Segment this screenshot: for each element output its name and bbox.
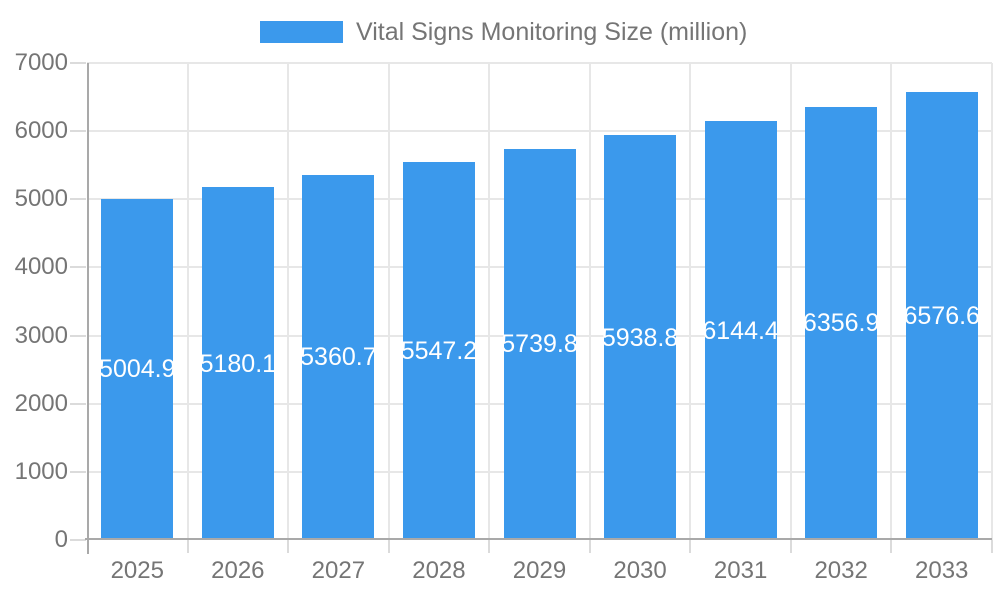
- vertical-gridline: [689, 63, 692, 540]
- horizontal-gridline: [87, 62, 992, 64]
- x-axis-label-2033: 2033: [915, 557, 969, 584]
- bar-2030[interactable]: [604, 135, 677, 540]
- vertical-gridline: [488, 63, 491, 540]
- bar-2025[interactable]: [101, 198, 174, 540]
- y-axis-tick: [70, 130, 86, 133]
- bar-2031[interactable]: [704, 121, 777, 540]
- chart-legend[interactable]: Vital Signs Monitoring Size (million): [260, 17, 747, 47]
- x-axis-label-2025: 2025: [110, 557, 164, 584]
- y-axis-tick: [70, 266, 86, 269]
- bar-value-label-2026: 5180.1: [199, 349, 277, 378]
- vertical-gridline: [387, 63, 390, 540]
- x-axis-label-2031: 2031: [713, 557, 768, 584]
- bar-2033[interactable]: [905, 91, 978, 540]
- x-axis-tick: [387, 540, 390, 553]
- y-axis-tick-label: 5000: [14, 185, 68, 213]
- x-axis-label-2030: 2030: [613, 557, 667, 584]
- horizontal-gridline: [87, 130, 992, 133]
- bar-value-label-2027: 5360.7: [300, 343, 377, 372]
- vertical-gridline: [789, 63, 792, 540]
- y-axis-tick-label: 7000: [14, 49, 68, 76]
- bar-value-label-2032: 6356.9: [802, 309, 880, 338]
- x-axis-tick: [287, 540, 290, 553]
- x-axis-line: [85, 538, 992, 540]
- vertical-gridline: [186, 63, 189, 540]
- y-axis-tick: [70, 539, 86, 541]
- bar-2026[interactable]: [201, 187, 274, 540]
- bar-2029[interactable]: [503, 148, 576, 540]
- bar-value-label-2033: 6576.6: [903, 301, 980, 330]
- y-axis-tick-label: 6000: [14, 117, 68, 145]
- vertical-gridline: [890, 63, 893, 540]
- x-axis-tick: [789, 540, 792, 553]
- bar-value-label-2031: 6144.4: [702, 316, 779, 345]
- x-axis-tick: [488, 540, 491, 553]
- x-axis-tick: [588, 540, 591, 553]
- x-axis-label-2028: 2028: [412, 557, 466, 584]
- legend-label: Vital Signs Monitoring Size (million): [356, 17, 748, 46]
- y-axis-tick: [70, 470, 86, 473]
- y-axis-line: [87, 63, 89, 554]
- x-axis-label-2027: 2027: [311, 557, 366, 584]
- y-axis-tick-label: 1000: [14, 457, 68, 485]
- vertical-gridline: [287, 63, 290, 540]
- bar-value-label-2030: 5938.8: [601, 323, 679, 352]
- y-axis-tick: [70, 62, 86, 64]
- x-axis-tick: [689, 540, 692, 553]
- legend-color-swatch: [260, 21, 343, 43]
- y-axis-tick-label: 0: [54, 526, 68, 553]
- x-axis-tick: [890, 540, 893, 553]
- x-axis-tick: [991, 540, 993, 553]
- y-axis-tick-label: 3000: [14, 321, 68, 349]
- vertical-gridline: [588, 63, 591, 540]
- y-axis-tick-label: 2000: [14, 389, 68, 417]
- plot-area: 0 1000 2000 3000 4000 5000 6000 7000 5004.9 5180.…: [15, 50, 993, 584]
- y-axis-tick: [70, 198, 86, 201]
- y-axis-tick: [70, 334, 86, 337]
- bar-2032[interactable]: [805, 106, 878, 540]
- x-axis-label-2032: 2032: [814, 557, 868, 584]
- bar-value-label-2028: 5547.2: [400, 336, 478, 365]
- bar-2028[interactable]: [402, 161, 475, 540]
- y-axis-tick-label: 4000: [14, 253, 68, 281]
- x-axis-label-2029: 2029: [512, 557, 567, 584]
- vertical-gridline: [991, 63, 993, 540]
- bar-value-label-2029: 5739.8: [501, 330, 578, 359]
- bar-2027[interactable]: [302, 174, 375, 540]
- x-axis-label-2026: 2026: [211, 557, 265, 584]
- y-axis-tick: [70, 402, 86, 405]
- bar-value-label-2025: 5004.9: [99, 355, 176, 384]
- x-axis-tick: [186, 540, 189, 553]
